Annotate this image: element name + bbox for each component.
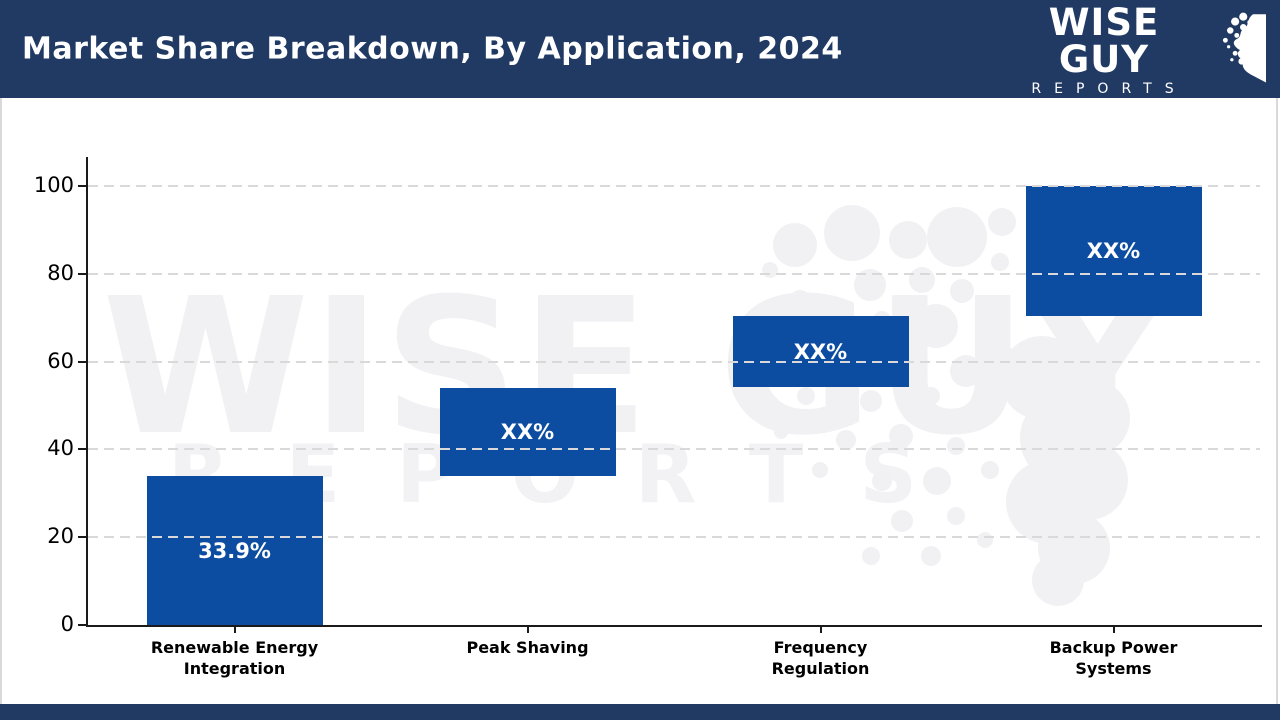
footer-bar (0, 704, 1280, 720)
gridline (88, 185, 1260, 187)
category-label-line: Integration (183, 658, 286, 678)
x-axis-line (86, 625, 1262, 627)
header-bar: Market Share Breakdown, By Application, … (0, 0, 1280, 98)
logo-wiseguy-label: WISE GUY (1048, 0, 1160, 81)
y-axis-tick (78, 536, 86, 539)
wiseguy-logo: WISE GUY REPORTS (1016, 4, 1266, 97)
page-title: Market Share Breakdown, By Application, … (22, 31, 843, 67)
y-axis-tick (78, 448, 86, 451)
x-axis-category-label: Peak Shaving (378, 638, 678, 659)
logo-reports-label: REPORTS (1031, 80, 1187, 97)
y-axis-tick-label: 80 (47, 260, 74, 285)
gridline (88, 360, 1260, 363)
x-axis-tick (1112, 627, 1115, 633)
gridline (88, 448, 1260, 451)
y-axis-tick (78, 272, 86, 275)
gridline (88, 536, 1260, 539)
watermark-wiseguy-text: WISE GUY (102, 258, 1168, 477)
x-axis-category-label: Backup Power Systems (964, 638, 1264, 680)
x-axis-category-label: Frequency Regulation (671, 638, 971, 680)
left-border (0, 98, 2, 704)
x-axis-tick (233, 627, 236, 633)
wiseguy-head-icon (1222, 12, 1266, 83)
bar-segment (732, 315, 909, 388)
y-axis-tick-label: 0 (60, 612, 74, 636)
category-label-line: Systems (1075, 658, 1152, 678)
y-axis-tick-label: 20 (47, 524, 74, 549)
y-axis-tick-label: 60 (47, 348, 74, 373)
category-label-line: Regulation (771, 658, 870, 678)
right-border (1276, 98, 1278, 704)
bar-segment (439, 387, 616, 477)
y-axis-tick (78, 185, 86, 187)
y-axis-tick-label: 40 (47, 436, 74, 461)
bar-value-label: XX% (500, 419, 555, 444)
category-label-line: Peak Shaving (466, 638, 589, 657)
category-label-line: Backup Power (1049, 638, 1178, 657)
x-axis-category-label: Renewable Energy Integration (85, 638, 385, 680)
bar-value-label: 33.9% (198, 538, 271, 563)
x-axis-tick (526, 627, 529, 633)
gridline (88, 272, 1260, 275)
wiseguy-logo-text: WISE GUY REPORTS (1016, 4, 1192, 97)
y-axis-tick-label: 100 (33, 173, 74, 197)
bar-value-label: XX% (793, 339, 848, 364)
bar-segment (146, 476, 323, 625)
x-axis-tick (819, 627, 822, 633)
y-axis-line (86, 157, 88, 627)
category-label-line: Renewable Energy (150, 638, 319, 657)
bar-segment (1025, 186, 1202, 316)
bar-value-label: XX% (1086, 239, 1141, 263)
y-axis-tick (78, 360, 86, 363)
y-axis-tick (78, 624, 86, 626)
category-label-line: Frequency (773, 638, 868, 657)
